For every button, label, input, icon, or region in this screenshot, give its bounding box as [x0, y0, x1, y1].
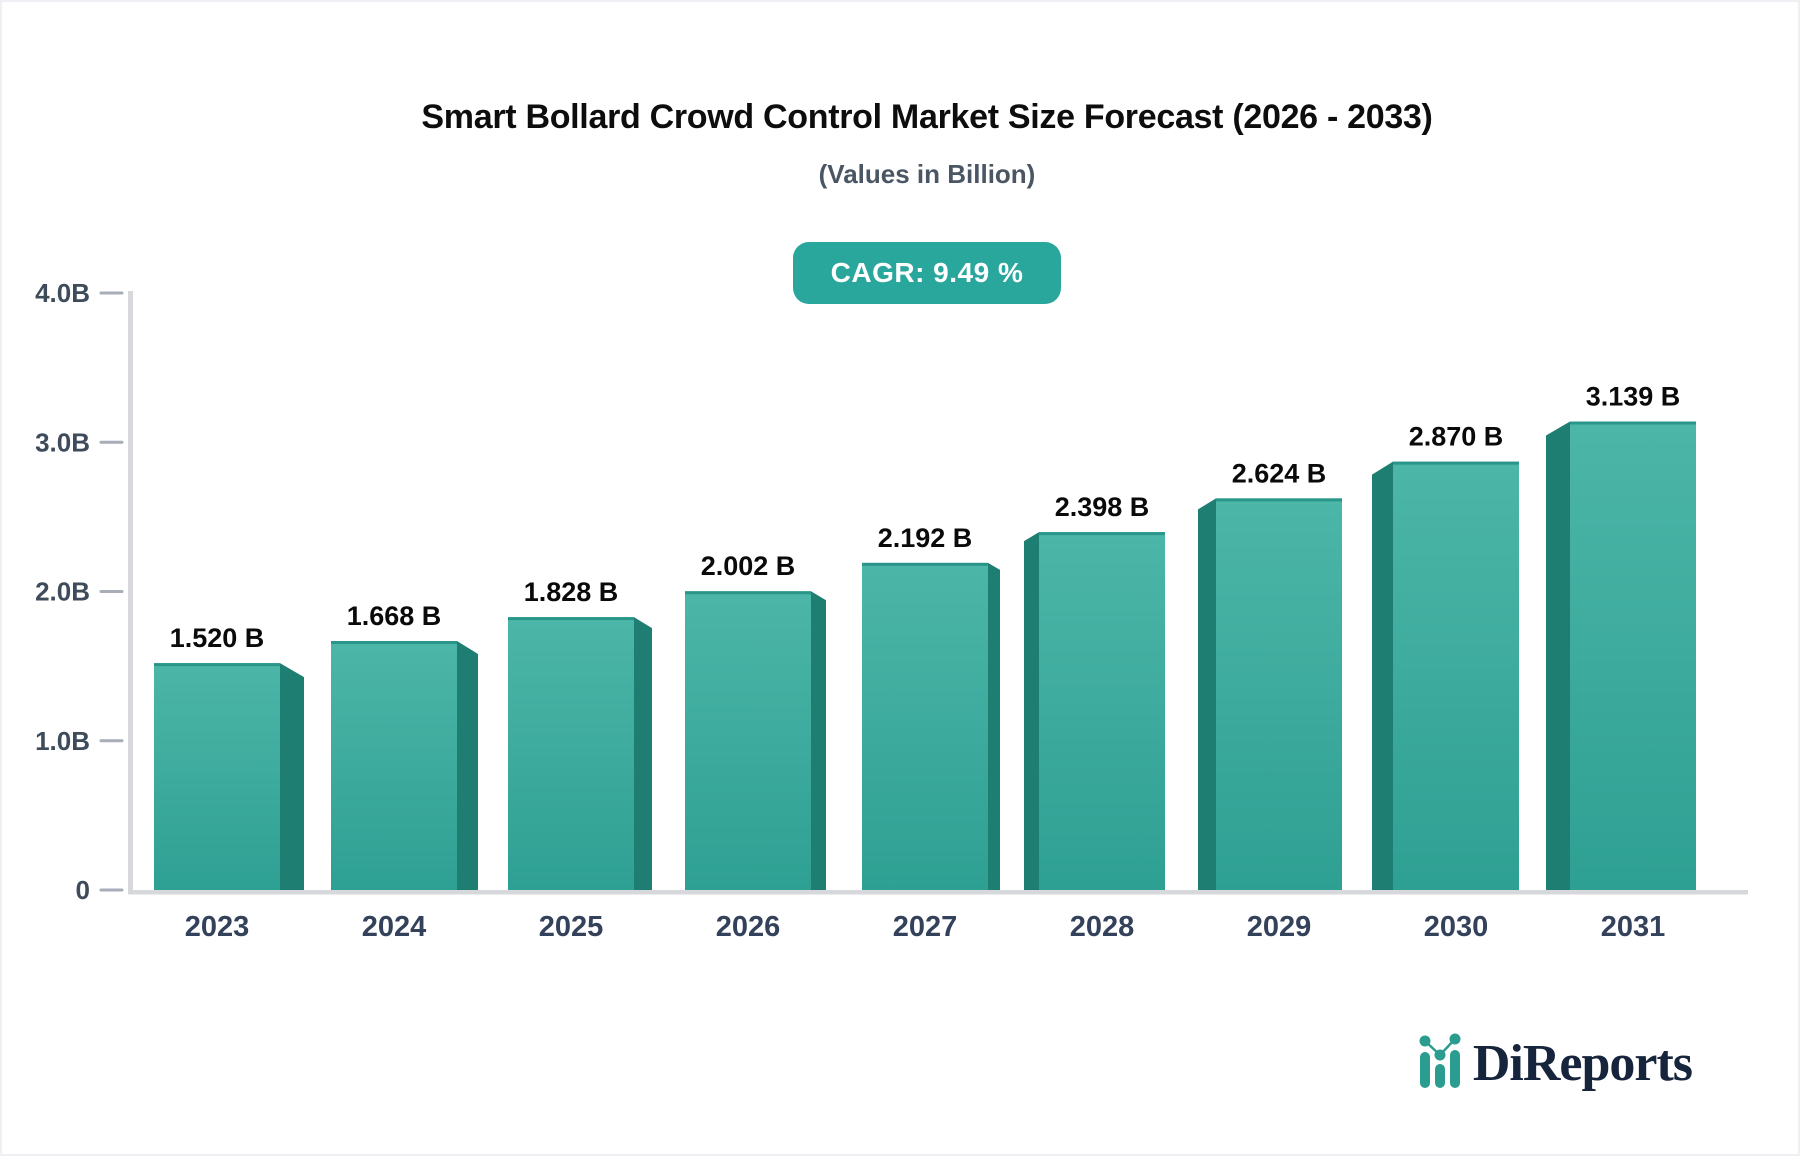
bar-side-panel: [1546, 421, 1570, 890]
bar-2023: 1.520 B 2023: [154, 623, 304, 943]
x-axis-category-label: 2027: [893, 911, 958, 943]
bar-2025: 1.828 B 2025: [508, 577, 652, 943]
y-axis-tick-label: 4.0B: [35, 278, 90, 308]
logo-icon-dot: [1449, 1033, 1461, 1045]
bar-side-panel: [457, 641, 478, 890]
bar-value-label: 2.192 B: [878, 523, 973, 553]
logo-icon-dot: [1434, 1049, 1446, 1061]
bar-value-label: 1.668 B: [347, 601, 442, 631]
direports-logo: DiReports: [1418, 1028, 1693, 1092]
x-axis-category-label: 2025: [539, 911, 604, 943]
bar-2029: 2.624 B 2029: [1198, 458, 1342, 943]
bar-side-panel: [811, 591, 826, 890]
bar-side-panel: [1198, 498, 1216, 890]
x-axis-category-label: 2029: [1247, 911, 1312, 943]
y-axis-line: [128, 291, 133, 894]
bar-value-label: 2.398 B: [1055, 492, 1150, 522]
bar-face: [154, 663, 280, 890]
bar-side-panel: [634, 617, 652, 890]
x-axis-category-label: 2024: [362, 911, 427, 943]
x-axis-line: [128, 890, 1748, 895]
logo-icon-bar: [1434, 1064, 1445, 1088]
bar-face: [1216, 498, 1342, 890]
chart-title: Smart Bollard Crowd Control Market Size …: [421, 98, 1433, 136]
bar-value-label: 1.520 B: [170, 623, 265, 653]
logo-text: DiReports: [1472, 1035, 1693, 1092]
bar-2028: 2.398 B 2028: [1024, 492, 1165, 943]
bar-face: [1393, 461, 1519, 890]
x-axis-category-label: 2026: [716, 911, 781, 943]
y-axis-tick-label: 0: [76, 875, 90, 905]
x-axis-category-label: 2023: [185, 911, 250, 943]
bar-side-panel: [1024, 532, 1039, 890]
mini-bar-chart-icon: [1419, 1033, 1461, 1088]
y-axis-tick-label: 2.0B: [35, 577, 90, 607]
bar-2031: 3.139 B 2031: [1546, 382, 1696, 943]
bar-side-panel: [1372, 461, 1393, 890]
bar-face: [685, 591, 811, 890]
bar-face: [862, 562, 988, 890]
bar-2026: 2.002 B 2026: [685, 551, 826, 943]
x-axis-category-label: 2028: [1070, 911, 1135, 943]
logo-icon-bar: [1419, 1052, 1430, 1088]
bar-2030: 2.870 B 2030: [1372, 422, 1519, 943]
bar-2027: 2.192 B 2027: [862, 523, 1000, 943]
bar-face: [331, 641, 457, 890]
logo-icon-bar: [1449, 1050, 1460, 1088]
bar-face: [1570, 421, 1696, 890]
x-axis-category-label: 2030: [1424, 911, 1489, 943]
bar-2024: 1.668 B 2024: [331, 601, 478, 943]
logo-icon-dot: [1419, 1035, 1431, 1047]
bar-value-label: 2.002 B: [701, 551, 796, 581]
bar-value-label: 2.624 B: [1232, 458, 1327, 488]
bar-value-label: 2.870 B: [1409, 422, 1504, 452]
cagr-badge: CAGR: 9.49 %: [792, 242, 1062, 304]
bar-side-panel: [280, 663, 304, 890]
bar-face: [508, 617, 634, 890]
chart-subtitle: (Values in Billion): [818, 159, 1036, 189]
chart-header: Smart Bollard Crowd Control Market Size …: [27, 98, 1798, 304]
y-axis-tick-label: 3.0B: [35, 427, 90, 457]
y-axis-tick-label: 1.0B: [35, 726, 90, 756]
bar-side-panel: [988, 562, 1000, 890]
bar-value-label: 3.139 B: [1586, 382, 1681, 412]
x-axis-category-label: 2031: [1601, 911, 1666, 943]
bar-value-label: 1.828 B: [524, 577, 619, 607]
bar-face: [1039, 532, 1165, 890]
